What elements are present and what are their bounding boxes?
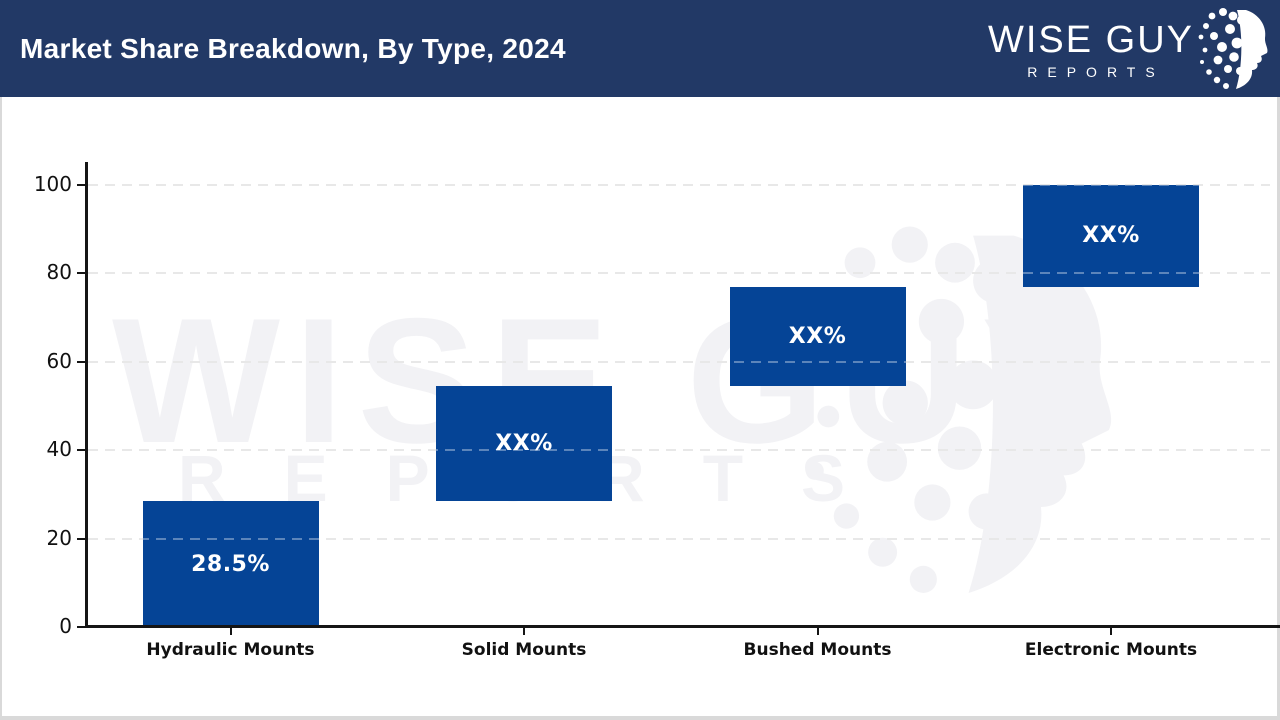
gridline-overlay-40 [88,449,1270,452]
y-tick-label: 20 [46,525,72,550]
value-label-electronic-mounts: XX% [1082,223,1140,249]
brand-face-icon [1198,8,1268,89]
bar-electronic-mounts: XX% [1023,185,1199,287]
gridline-overlay-60 [88,360,1270,363]
gridline-overlay-20 [88,537,1270,540]
x-tick-electronic-mounts [1110,628,1112,635]
header-bar: Market Share Breakdown, By Type, 2024 WI… [0,0,1280,97]
gridline-40 [88,449,1270,452]
figure-border-bottom [0,716,1280,720]
value-label-bushed-mounts: XX% [788,323,847,349]
y-tick-80 [77,272,86,275]
y-tick-0 [77,626,86,628]
brand-subtitle: REPORTS [1027,63,1165,80]
brand-logo: WISE GUY REPORTS [988,7,1270,91]
gridline-overlay-100 [88,184,1270,186]
value-label-solid-mounts: XX% [495,431,553,457]
figure-border-left [0,97,2,720]
bar-solid-mounts: XX% [436,386,612,502]
y-axis-line [85,162,88,628]
y-tick-40 [77,449,86,452]
x-label-solid-mounts: Solid Mounts [461,640,587,660]
brand-logo-text: WISE GUY REPORTS [988,19,1194,80]
gridline-20 [88,537,1270,540]
x-tick-hydraulic-mounts [229,628,232,635]
y-tick-label: 0 [59,614,72,638]
x-label-hydraulic-mounts: Hydraulic Mounts [146,640,315,660]
y-tick-label: 100 [33,172,72,196]
gridline-100 [88,184,1270,186]
gridline-60 [88,360,1270,363]
y-tick-20 [77,537,86,540]
x-label-electronic-mounts: Electronic Mounts [1024,640,1198,660]
x-tick-solid-mounts [523,628,525,635]
y-tick-label: 60 [46,348,72,373]
bar-hydraulic-mounts: 28.5% [142,501,319,627]
value-label-hydraulic-mounts: 28.5% [191,551,270,577]
figure-border-right [1277,97,1280,720]
y-tick-label: 80 [46,260,72,285]
gridline-80 [88,272,1270,275]
y-tick-100 [77,184,86,186]
y-tick-60 [77,360,86,363]
bar-bushed-mounts: XX% [729,286,906,387]
x-tick-bushed-mounts [816,628,819,635]
brand-name: WISE GUY [987,18,1194,61]
y-tick-label: 40 [46,437,72,462]
page-title: Market Share Breakdown, By Type, 2024 [20,33,566,64]
x-axis-line [85,625,1280,628]
x-label-bushed-mounts: Bushed Mounts [743,640,892,660]
gridline-overlay-80 [88,272,1270,275]
